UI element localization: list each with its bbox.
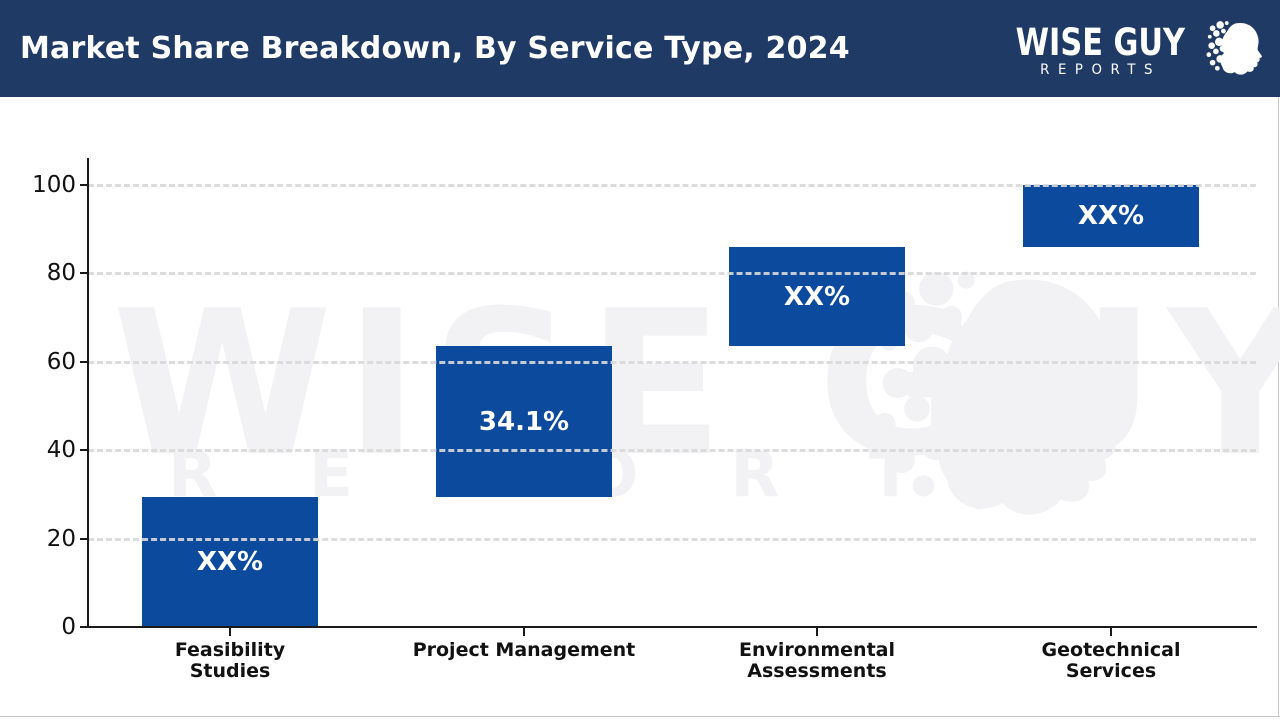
gridline <box>88 537 1256 541</box>
y-tick-label: 40 <box>46 437 76 464</box>
y-tick <box>80 272 88 275</box>
x-category-label: Environmental Assessments <box>687 640 947 682</box>
logo-subtitle: REPORTS <box>1040 61 1162 78</box>
bar: XX% <box>142 497 318 627</box>
x-tick <box>229 628 231 636</box>
gridline <box>88 360 1256 364</box>
y-tick <box>80 537 88 540</box>
x-axis <box>87 626 1257 628</box>
gridline <box>88 449 1256 453</box>
gridline <box>88 184 1256 187</box>
bar-value-label: 34.1% <box>478 406 570 437</box>
gridline <box>88 272 1256 276</box>
logo-text: WISE GUY REPORTS <box>997 21 1204 78</box>
y-tick-label: 80 <box>46 260 76 287</box>
page-title: Market Share Breakdown, By Service Type,… <box>20 31 850 66</box>
x-category-label: Project Management <box>394 640 654 661</box>
right-divider <box>1278 97 1279 717</box>
y-tick <box>80 626 88 628</box>
x-category-line: Feasibility <box>174 639 286 661</box>
bar-value-label: XX% <box>196 547 264 578</box>
header: Market Share Breakdown, By Service Type,… <box>0 0 1280 97</box>
y-tick <box>80 360 88 363</box>
x-category-line: Project Management <box>412 639 636 661</box>
bar-value-label: XX% <box>783 281 851 312</box>
y-axis <box>87 158 89 628</box>
bar-value-label: XX% <box>1077 201 1145 232</box>
x-category-line: Environmental <box>739 639 895 661</box>
bar: 34.1% <box>436 346 612 498</box>
bar: XX% <box>1023 185 1199 248</box>
x-category-line: Assessments <box>747 660 887 682</box>
x-category-line: Studies <box>189 660 271 682</box>
face-profile-dots-icon <box>874 271 1126 515</box>
y-tick-label: 20 <box>46 525 76 552</box>
y-tick <box>80 449 88 452</box>
x-category-label: Geotechnical Services <box>981 640 1241 682</box>
x-category-line: Services <box>1065 660 1157 682</box>
x-tick <box>1110 628 1112 636</box>
bar: XX% <box>729 247 905 347</box>
y-tick-label: 60 <box>46 348 76 375</box>
x-category-line: Geotechnical <box>1041 639 1181 661</box>
y-tick <box>80 184 88 186</box>
bottom-divider <box>0 716 1280 717</box>
x-tick <box>523 628 525 636</box>
face-profile-dots-icon <box>1206 21 1262 75</box>
logo: WISE GUY REPORTS <box>997 4 1272 94</box>
logo-wordmark: WISE GUY <box>1015 20 1186 64</box>
x-tick <box>816 628 818 636</box>
y-tick-label: 0 <box>61 614 76 640</box>
y-tick-label: 100 <box>32 172 76 198</box>
x-category-label: Feasibility Studies <box>100 640 360 682</box>
